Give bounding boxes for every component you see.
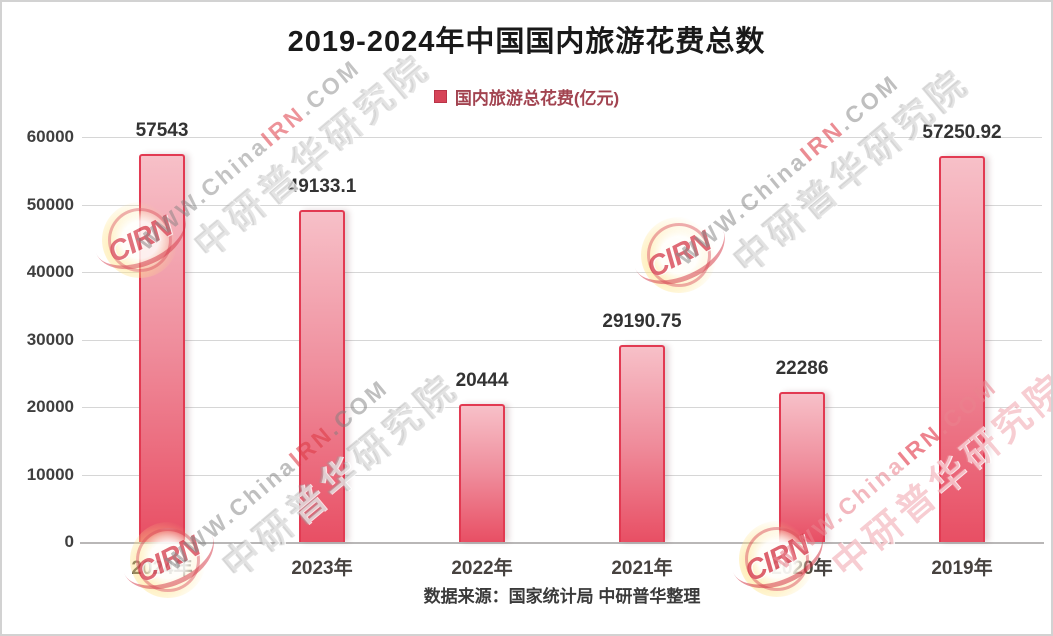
- bar: [299, 210, 345, 542]
- y-axis-tick: 60000: [26, 127, 74, 146]
- bar-value-label: 57250.92: [922, 122, 1002, 143]
- x-axis-baseline: [80, 542, 1044, 544]
- bar-column: 57250.92: [882, 122, 1042, 542]
- bar-value-label: 29190.75: [602, 311, 682, 332]
- legend-label: 国内旅游总花费(亿元): [454, 89, 620, 108]
- bar-column: 49133.1: [242, 137, 402, 542]
- gridline: [82, 204, 1042, 206]
- x-axis-label: 2021年: [611, 558, 673, 579]
- bar: [139, 154, 185, 542]
- bar: [619, 345, 665, 542]
- bar: [459, 404, 505, 542]
- bar: [779, 392, 825, 542]
- x-axis-label: 2019年: [931, 558, 993, 579]
- bar-value-label: 57543: [135, 120, 189, 141]
- gridline: [82, 272, 1042, 273]
- gridline: [82, 474, 1042, 476]
- bar-value-label: 49133.1: [287, 176, 357, 197]
- gridline: [82, 137, 1042, 138]
- gridline: [82, 339, 1042, 341]
- gridline: [82, 407, 1042, 408]
- y-axis-tick: 30000: [26, 329, 74, 349]
- plot-area: 57543 49133.1 20444 29190.75 22286 57250.92: [82, 120, 1042, 542]
- x-axis-label: 2022年: [451, 558, 513, 579]
- bar-column: 57543: [82, 120, 242, 542]
- legend-marker-icon: [433, 90, 447, 103]
- bar-column: 22286: [722, 137, 882, 542]
- chart-title: 2019-2024年中国国内旅游花费总数: [287, 26, 766, 58]
- x-axis-label: 2020年: [771, 558, 833, 579]
- bar-column: 29190.75: [562, 137, 722, 542]
- y-axis-tick: 50000: [26, 194, 74, 214]
- x-axis-label: 2023年: [291, 558, 353, 579]
- y-axis-tick: 20000: [26, 397, 74, 416]
- x-axis: 2024年 2023年 2022年 2021年 2020年 2019年: [82, 553, 1042, 580]
- y-axis-tick: 0: [64, 532, 74, 551]
- y-axis-tick: 10000: [26, 464, 74, 484]
- bar-value-label: 20444: [455, 370, 509, 391]
- bar-value-label: 22286: [775, 358, 829, 379]
- bar: [939, 156, 985, 542]
- bar-column: 20444: [402, 137, 562, 542]
- y-axis-tick: 40000: [26, 262, 74, 281]
- legend: 国内旅游总花费(亿元): [2, 84, 1051, 109]
- x-axis-label: 2024年: [131, 558, 193, 579]
- source-note: 数据来源：国家统计局 中研普华整理: [423, 587, 701, 606]
